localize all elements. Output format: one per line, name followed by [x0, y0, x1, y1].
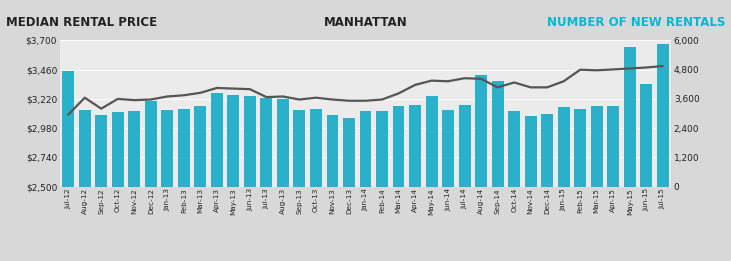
Bar: [62, 71, 74, 261]
Bar: [458, 105, 471, 261]
Bar: [293, 110, 306, 261]
Text: MEDIAN RENTAL PRICE: MEDIAN RENTAL PRICE: [6, 16, 157, 29]
Bar: [244, 97, 256, 261]
Bar: [558, 108, 569, 261]
Bar: [277, 99, 289, 261]
Bar: [591, 106, 602, 261]
Bar: [327, 115, 338, 261]
Bar: [409, 105, 421, 261]
Bar: [178, 109, 190, 261]
Bar: [129, 111, 140, 261]
Bar: [657, 44, 669, 261]
Bar: [343, 118, 355, 261]
Text: MANHATTAN: MANHATTAN: [324, 16, 407, 29]
Bar: [492, 81, 504, 261]
Bar: [360, 111, 371, 261]
Bar: [541, 114, 553, 261]
Bar: [575, 109, 586, 261]
Bar: [376, 111, 388, 261]
Bar: [79, 110, 91, 261]
Bar: [310, 109, 322, 261]
Bar: [227, 95, 239, 261]
Bar: [624, 46, 636, 261]
Bar: [508, 111, 520, 261]
Bar: [260, 98, 273, 261]
Bar: [112, 112, 124, 261]
Bar: [607, 106, 619, 261]
Bar: [393, 106, 404, 261]
Bar: [194, 106, 206, 261]
Bar: [640, 84, 652, 261]
Bar: [525, 116, 537, 261]
Bar: [145, 101, 156, 261]
Bar: [425, 97, 438, 261]
Bar: [442, 110, 454, 261]
Bar: [475, 75, 487, 261]
Bar: [162, 110, 173, 261]
Bar: [211, 93, 223, 261]
Bar: [95, 115, 107, 261]
Text: NUMBER OF NEW RENTALS: NUMBER OF NEW RENTALS: [547, 16, 725, 29]
